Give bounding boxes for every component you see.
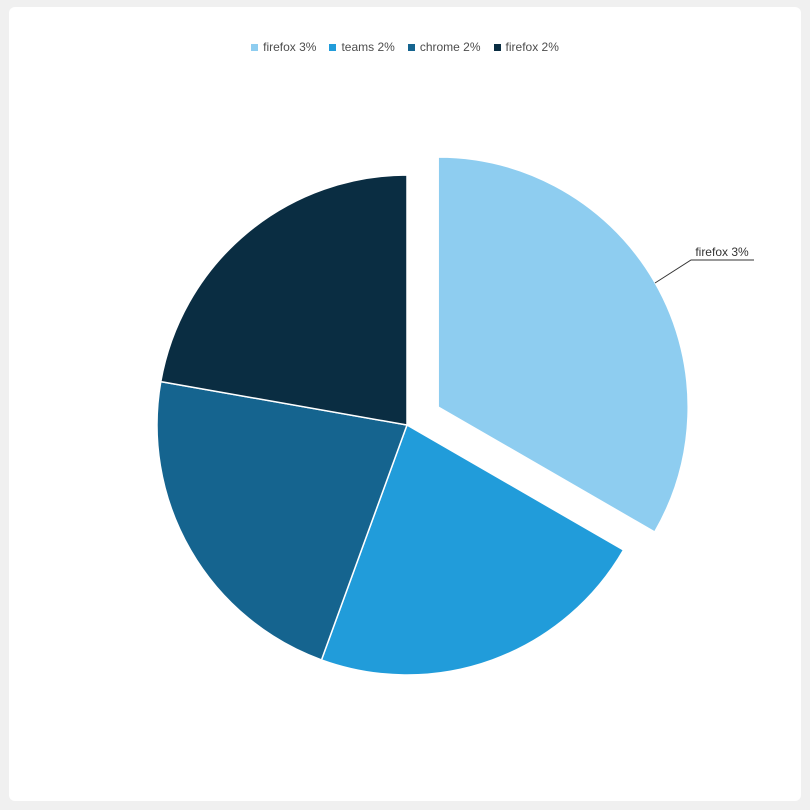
- legend-swatch-icon: [251, 43, 259, 51]
- legend-swatch-icon: [329, 43, 337, 51]
- pie-slice-3-firefox[interactable]: [160, 174, 408, 426]
- callout-label: firefox 3%: [695, 245, 749, 259]
- legend-item-label: firefox 3%: [263, 40, 317, 54]
- legend-item-label: firefox 2%: [505, 40, 559, 54]
- callout-connector-line: [654, 259, 754, 284]
- pie-slices: [156, 156, 689, 676]
- legend-item-0-firefox[interactable]: firefox 3%: [251, 40, 316, 54]
- legend: firefox 3% teams 2% chrome 2% firefox 2%: [0, 40, 810, 54]
- legend-item-3-firefox[interactable]: firefox 2%: [493, 40, 559, 54]
- pie-slice-2-chrome[interactable]: [156, 380, 408, 661]
- pie-slice-0-firefox[interactable]: [437, 156, 689, 533]
- legend-item-2-chrome[interactable]: chrome 2%: [407, 40, 481, 54]
- legend-swatch-icon: [407, 43, 415, 51]
- legend-swatch-icon: [493, 43, 501, 51]
- callout: firefox 3%: [654, 245, 754, 284]
- pie-slice-1-teams[interactable]: [320, 424, 625, 676]
- legend-item-label: chrome 2%: [419, 40, 481, 54]
- legend-item-1-teams[interactable]: teams 2%: [329, 40, 395, 54]
- legend-item-label: teams 2%: [341, 40, 395, 54]
